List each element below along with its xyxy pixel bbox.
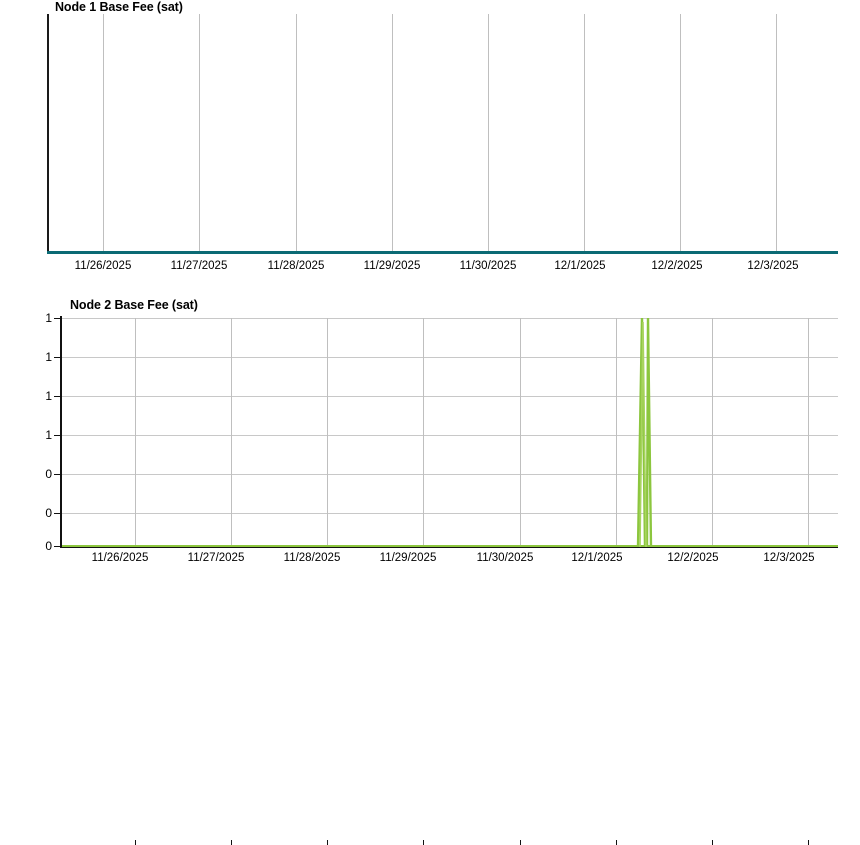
gridline-vertical [776,14,777,253]
x-tick-label: 11/26/2025 [74,260,132,272]
series-line-node1 [47,251,838,254]
y-tick-mark [54,546,60,547]
gridline-vertical [199,14,200,253]
chart-title-node2: Node 2 Base Fee (sat) [70,298,198,312]
gridline-vertical [423,318,424,547]
x-tick-mark [808,840,809,845]
y-tick-mark [54,513,60,514]
y-tick-mark [54,435,60,436]
gridline-horizontal [62,357,838,358]
x-tick-label: 11/30/2025 [476,552,534,564]
plot-area-node2 [62,318,838,547]
y-tick-label: 0 [45,539,52,553]
y-tick-label: 1 [45,350,52,364]
y-tick-label: 1 [45,389,52,403]
x-tick-label: 12/3/2025 [763,552,815,564]
gridline-vertical [103,14,104,253]
gridline-horizontal [62,513,838,514]
x-axis-line-node2 [62,546,838,548]
y-tick-label: 0 [45,506,52,520]
y-axis-line-node2 [60,316,62,548]
x-tick-label: 12/2/2025 [651,260,703,272]
chart-panel-node2: Node 2 Base Fee (sat) 1 1 1 1 0 0 0 [0,292,860,845]
gridline-horizontal [62,396,838,397]
x-tick-label: 11/28/2025 [267,260,325,272]
gridline-vertical [680,14,681,253]
x-tick-label: 11/29/2025 [363,260,421,272]
y-tick-label: 0 [45,467,52,481]
x-tick-mark [423,840,424,845]
x-tick-label: 11/27/2025 [170,260,228,272]
gridline-vertical [584,14,585,253]
x-tick-label: 12/1/2025 [571,552,623,564]
x-tick-mark [520,840,521,845]
y-tick-mark [54,357,60,358]
gridline-vertical [135,318,136,547]
gridline-vertical [520,318,521,547]
y-tick-mark [54,396,60,397]
x-tick-mark [712,840,713,845]
chart-title-node1: Node 1 Base Fee (sat) [55,0,183,14]
y-axis-line-node1 [47,14,49,254]
x-tick-label: 12/3/2025 [747,260,799,272]
gridline-vertical [296,14,297,253]
plot-area-node1 [47,14,838,253]
gridline-vertical [808,318,809,547]
gridline-vertical [392,14,393,253]
y-tick-label: 1 [45,311,52,325]
gridline-vertical [488,14,489,253]
gridline-vertical [712,318,713,547]
gridline-vertical [231,318,232,547]
gridline-vertical [327,318,328,547]
gridline-horizontal [62,435,838,436]
x-tick-label: 12/2/2025 [667,552,719,564]
series-baseline-node2 [62,545,838,547]
y-tick-mark [54,318,60,319]
x-tick-label: 11/29/2025 [379,552,437,564]
gridline-horizontal [62,474,838,475]
x-tick-label: 12/1/2025 [554,260,606,272]
x-tick-mark [327,840,328,845]
gridline-vertical [616,318,617,547]
x-tick-mark [231,840,232,845]
x-tick-label: 11/26/2025 [91,552,149,564]
x-tick-mark [616,840,617,845]
x-tick-label: 11/28/2025 [283,552,341,564]
y-tick-label: 1 [45,428,52,442]
gridline-horizontal [62,318,838,319]
y-tick-mark [54,474,60,475]
chart-panel-node1: Node 1 Base Fee (sat) 11/26/2025 11/27/2… [0,0,860,292]
x-tick-label: 11/30/2025 [459,260,517,272]
x-tick-mark [135,840,136,845]
x-tick-label: 11/27/2025 [187,552,245,564]
